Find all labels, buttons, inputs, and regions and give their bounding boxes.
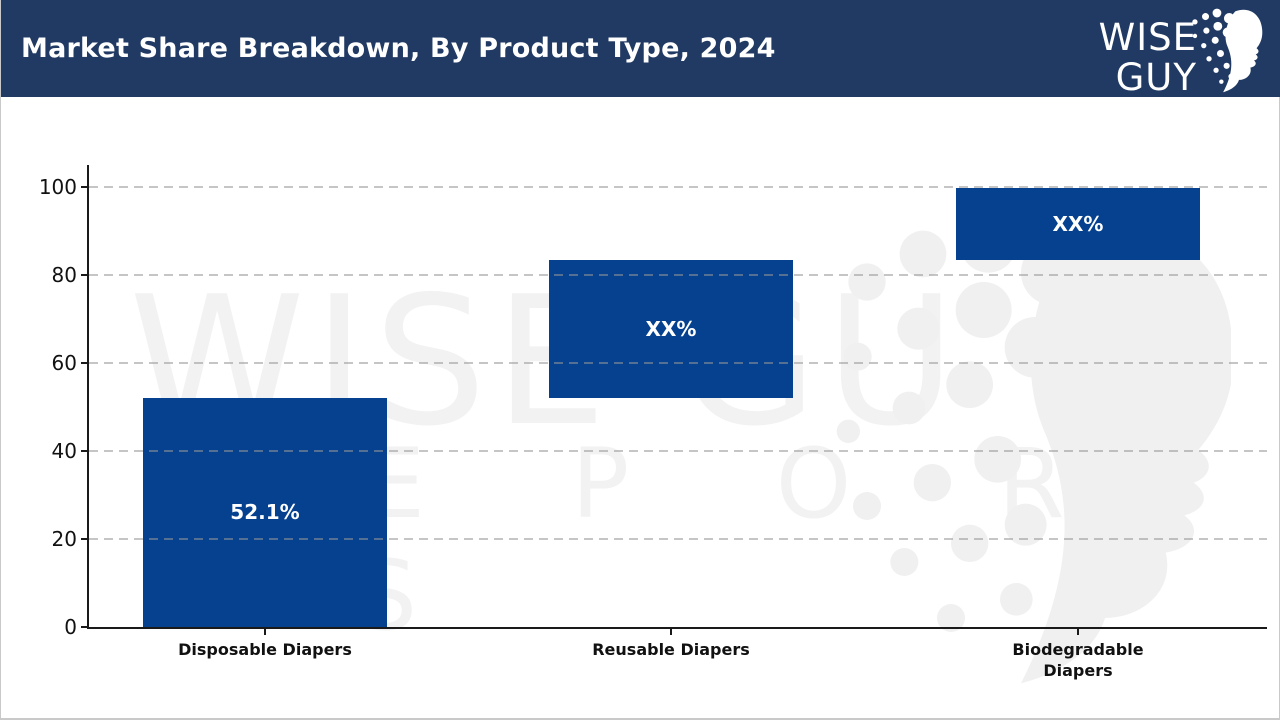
gridline-y20: [89, 538, 1267, 540]
bar-value-label: XX%: [1052, 211, 1104, 236]
y-tick-label: 60: [51, 351, 77, 375]
x-category-label: Biodegradable Diapers: [1012, 640, 1144, 680]
bar-segment-1: 52.1%: [143, 397, 387, 627]
x-category-label: Reusable Diapers: [592, 640, 750, 659]
bar-value-label: XX%: [645, 316, 697, 341]
y-tick-label: 40: [51, 439, 77, 463]
y-tick-label: 100: [38, 175, 77, 199]
y-tick-label: 80: [51, 263, 77, 287]
x-axis-spine: [87, 627, 1267, 629]
y-tick-mark: [81, 450, 89, 452]
gridline-y100: [89, 186, 1267, 188]
x-tick-mark: [1077, 627, 1079, 635]
x-tick-mark: [670, 627, 672, 635]
y-tick-label: 0: [64, 615, 77, 639]
page-title: Market Share Breakdown, By Product Type,…: [21, 33, 776, 64]
y-tick-mark: [81, 362, 89, 364]
bar-segment-2: XX%: [549, 259, 793, 398]
brand-logo: WISE GUY REPORTS: [1013, 4, 1263, 115]
bar-value-label: 52.1%: [230, 500, 300, 525]
header-band: Market Share Breakdown, By Product Type,…: [1, 0, 1280, 115]
brand-logo-line2: REPORTS: [1068, 100, 1205, 115]
brand-face-dots-icon: [1192, 8, 1263, 93]
y-tick-mark: [81, 274, 89, 276]
y-tick-mark: [81, 626, 89, 628]
x-category-label: Disposable Diapers: [178, 640, 352, 659]
y-tick-mark: [81, 538, 89, 540]
x-tick-mark: [264, 627, 266, 635]
y-axis-spine: [87, 165, 89, 629]
gridline-y40: [89, 450, 1267, 452]
brand-logo-text: WISE GUY REPORTS: [1013, 16, 1197, 116]
gridline-y80: [89, 274, 1267, 276]
bar-segment-3: XX%: [956, 187, 1200, 260]
y-tick-mark: [81, 186, 89, 188]
gridline-y60: [89, 362, 1267, 364]
brand-logo-line1: WISE GUY: [1098, 16, 1197, 99]
y-tick-label: 20: [51, 527, 77, 551]
